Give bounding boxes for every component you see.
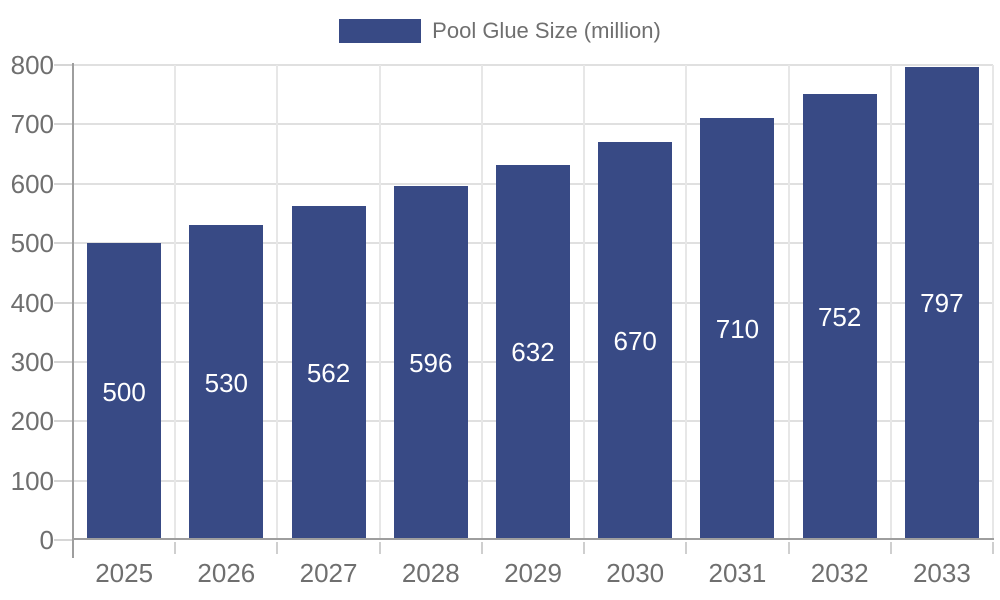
y-axis-tick-0: [54, 539, 72, 541]
x-axis-label-2030: 2030: [606, 558, 665, 588]
bar-value-label-2029: 632: [511, 337, 555, 368]
y-axis-label-200: 200: [10, 406, 54, 437]
y-axis-tick-200: [54, 420, 72, 423]
legend-label: Pool Glue Size (million): [432, 18, 661, 43]
y-axis-label-500: 500: [10, 228, 54, 259]
bar-2032[interactable]: 752: [802, 93, 877, 540]
y-axis-line: [72, 63, 74, 558]
y-axis-label-800: 800: [10, 50, 54, 80]
bar-value-label-2028: 596: [409, 348, 453, 379]
gridline-horizontal-700: [73, 123, 993, 126]
bar-2033[interactable]: 797: [904, 66, 979, 540]
bar-value-label-2027: 562: [306, 358, 351, 389]
x-axis-label-2031: 2031: [708, 558, 767, 588]
bar-value-label-2031: 710: [715, 314, 760, 345]
bar-value-label-2025: 500: [102, 376, 146, 407]
gridline-horizontal-800: [73, 64, 993, 66]
y-axis-tick-600: [54, 182, 72, 185]
y-axis-tick-500: [54, 242, 72, 245]
y-axis-label-700: 700: [10, 109, 54, 140]
x-axis-tick-5: [583, 542, 586, 554]
x-axis-tick-8: [889, 542, 892, 554]
y-axis-tick-400: [54, 301, 72, 304]
x-axis-tick-1: [174, 542, 177, 554]
gridline-vertical-3: [378, 65, 381, 540]
gridline-vertical-6: [685, 65, 688, 540]
x-axis-label-2028: 2028: [401, 558, 460, 588]
plot-area: 500 2025 530 2026 562 2027 596 2028 632 2029 670 20…: [11, 51, 994, 587]
gridline-vertical-1: [174, 65, 177, 540]
y-axis-label-0: 0: [39, 525, 54, 555]
bar-2027[interactable]: 562: [291, 206, 366, 540]
y-axis-label-400: 400: [10, 287, 54, 318]
bar-2030[interactable]: 670: [598, 142, 673, 540]
gridline-vertical-9: [992, 65, 994, 540]
legend-swatch-icon: [339, 19, 422, 43]
gridline-vertical-4: [480, 65, 483, 540]
bar-2031[interactable]: 710: [700, 118, 775, 540]
x-axis-tick-9: [992, 542, 994, 554]
bar-2025[interactable]: 500: [87, 243, 162, 540]
bar-2026[interactable]: 530: [189, 225, 264, 540]
gridline-vertical-2: [276, 65, 279, 540]
x-axis-label-2029: 2029: [504, 558, 562, 588]
bar-2029[interactable]: 632: [496, 164, 570, 540]
bar-value-label-2030: 670: [613, 326, 657, 357]
x-axis-line: [72, 538, 994, 540]
x-axis-label-2033: 2033: [912, 558, 971, 588]
bar-value-label-2026: 530: [204, 367, 249, 398]
x-axis-tick-2: [276, 542, 279, 554]
x-axis-label-2026: 2026: [197, 558, 256, 588]
x-axis-tick-4: [480, 542, 483, 554]
bar-2028[interactable]: 596: [393, 186, 468, 540]
y-axis-tick-700: [54, 123, 72, 126]
gridline-vertical-5: [583, 65, 586, 540]
y-axis-tick-800: [54, 64, 72, 66]
y-axis-label-100: 100: [10, 465, 54, 496]
x-axis-label-2027: 2027: [299, 558, 358, 588]
y-axis-label-300: 300: [10, 346, 54, 377]
x-axis-tick-6: [685, 542, 688, 554]
x-axis-label-2025: 2025: [95, 558, 154, 588]
x-axis-label-2032: 2032: [810, 558, 869, 588]
gridline-vertical-7: [787, 65, 790, 540]
x-axis-tick-3: [378, 542, 381, 554]
y-axis-tick-100: [54, 479, 72, 482]
y-axis-tick-300: [54, 360, 72, 363]
x-axis-tick-7: [787, 542, 790, 554]
legend-item[interactable]: Pool Glue Size (million): [0, 17, 1000, 45]
gridline-vertical-8: [889, 65, 892, 540]
bar-value-label-2033: 797: [920, 288, 964, 319]
bar-value-label-2032: 752: [817, 301, 862, 332]
y-axis-label-600: 600: [10, 168, 54, 199]
